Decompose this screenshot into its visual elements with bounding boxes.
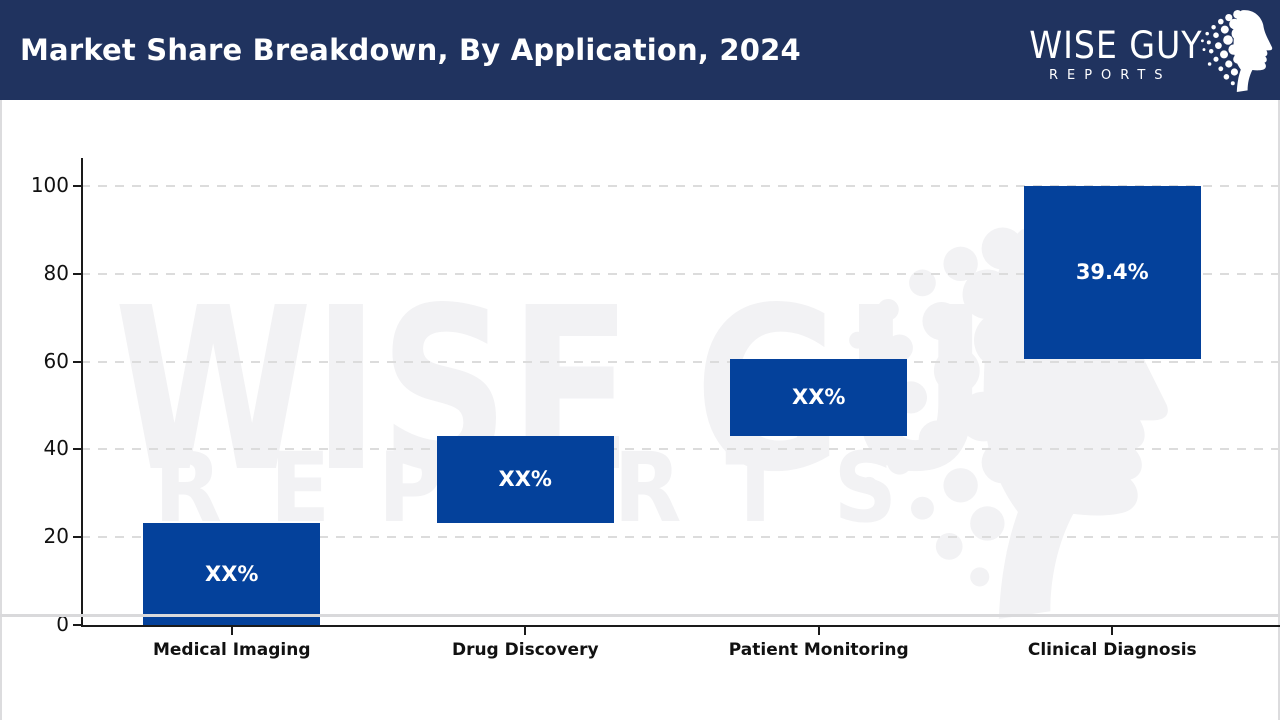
- x-category-label-3: Clinical Diagnosis: [1027, 640, 1197, 660]
- bar-drug-discovery: XX%: [436, 435, 614, 524]
- bar-value-label: XX%: [792, 385, 846, 410]
- y-tick-label-60: 60: [43, 348, 69, 373]
- bar-value-label: XX%: [498, 467, 552, 492]
- page-bottom-border: [0, 614, 1280, 617]
- waterfall-chart: WISE GUY REPORTS XX%XX%XX%39.4% 02040608…: [0, 100, 1280, 720]
- x-tick-0: [230, 627, 233, 635]
- bar-patient-monitoring: XX%: [730, 358, 908, 436]
- logo-wordmark-line2: REPORTS: [1048, 68, 1172, 83]
- y-tick-label-0: 0: [56, 612, 69, 636]
- y-tick-label-40: 40: [43, 436, 69, 461]
- x-category-label-0: Medical Imaging: [152, 640, 311, 660]
- x-tick-2: [817, 627, 820, 635]
- y-tick-20: [73, 536, 81, 539]
- gridline-60: [81, 360, 1280, 363]
- x-axis-line: [81, 625, 1280, 627]
- y-tick-100: [73, 185, 81, 187]
- gridline-80: [81, 272, 1280, 275]
- y-tick-label-100: 100: [30, 173, 69, 197]
- y-tick-40: [73, 448, 81, 451]
- y-tick-0: [73, 624, 81, 626]
- x-category-label-2: Patient Monitoring: [728, 640, 909, 660]
- gridline-20: [81, 536, 1280, 539]
- header-bar: Market Share Breakdown, By Application, …: [0, 0, 1280, 100]
- logo-wordmark-line1: WISE GUY: [1028, 24, 1202, 67]
- bar-medical-imaging: XX%: [143, 523, 321, 625]
- y-tick-label-80: 80: [43, 260, 69, 285]
- wise-guy-logo: WISE GUY REPORTS: [1010, 6, 1273, 96]
- bar-value-label: XX%: [205, 562, 259, 587]
- y-tick-80: [73, 272, 81, 275]
- gridline-100: [81, 185, 1280, 187]
- y-tick-label-20: 20: [43, 524, 69, 549]
- x-category-label-1: Drug Discovery: [451, 640, 599, 660]
- page-title: Market Share Breakdown, By Application, …: [20, 33, 801, 67]
- logo-head-icon: [1196, 8, 1276, 100]
- bar-value-label: 39.4%: [1075, 260, 1149, 285]
- x-tick-3: [1111, 627, 1114, 635]
- bar-clinical-diagnosis: 39.4%: [1023, 186, 1201, 359]
- gridline-40: [81, 448, 1280, 451]
- logo-wordmark: WISE GUY REPORTS: [1010, 24, 1202, 83]
- y-axis-line: [81, 158, 83, 627]
- x-tick-1: [524, 627, 527, 635]
- y-tick-60: [73, 360, 81, 363]
